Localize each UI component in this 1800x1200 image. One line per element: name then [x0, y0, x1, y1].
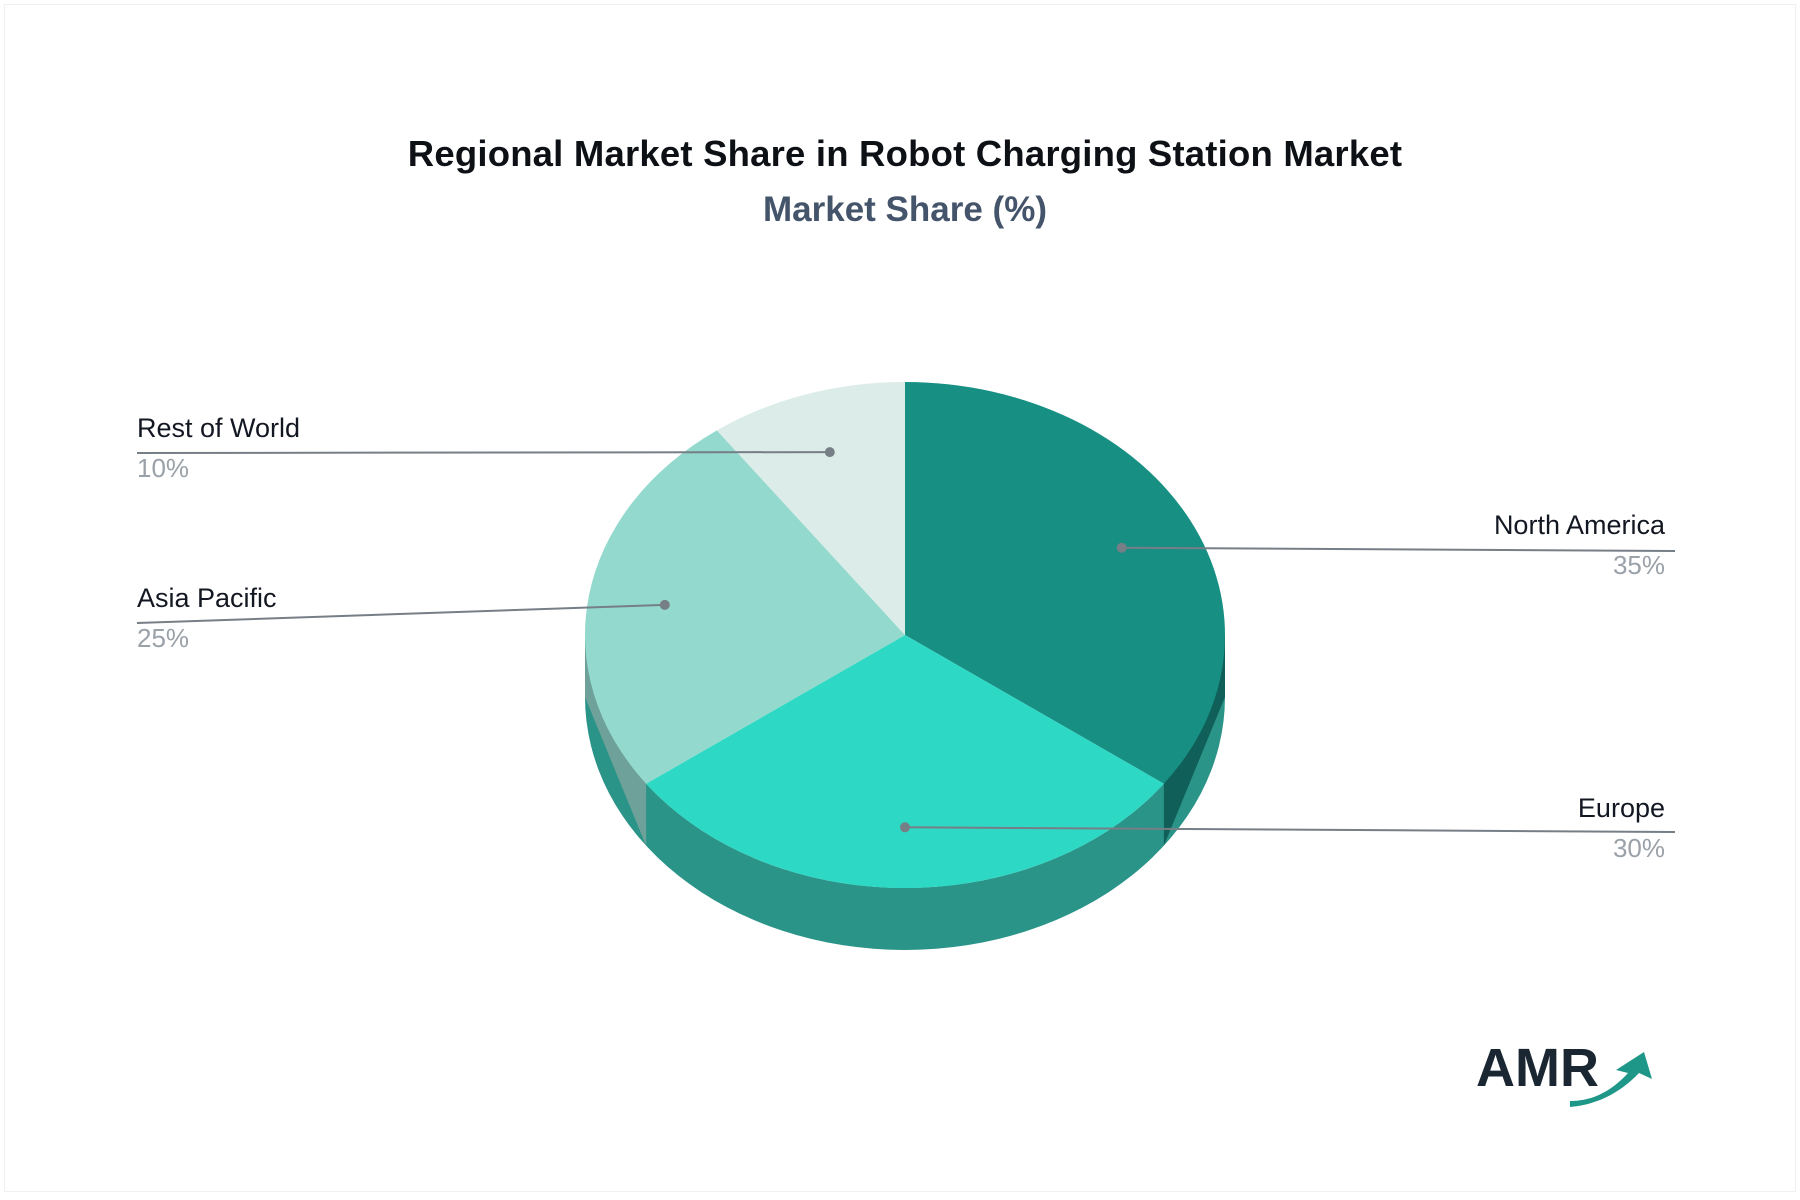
svg-text:AMR: AMR — [1476, 1038, 1599, 1098]
